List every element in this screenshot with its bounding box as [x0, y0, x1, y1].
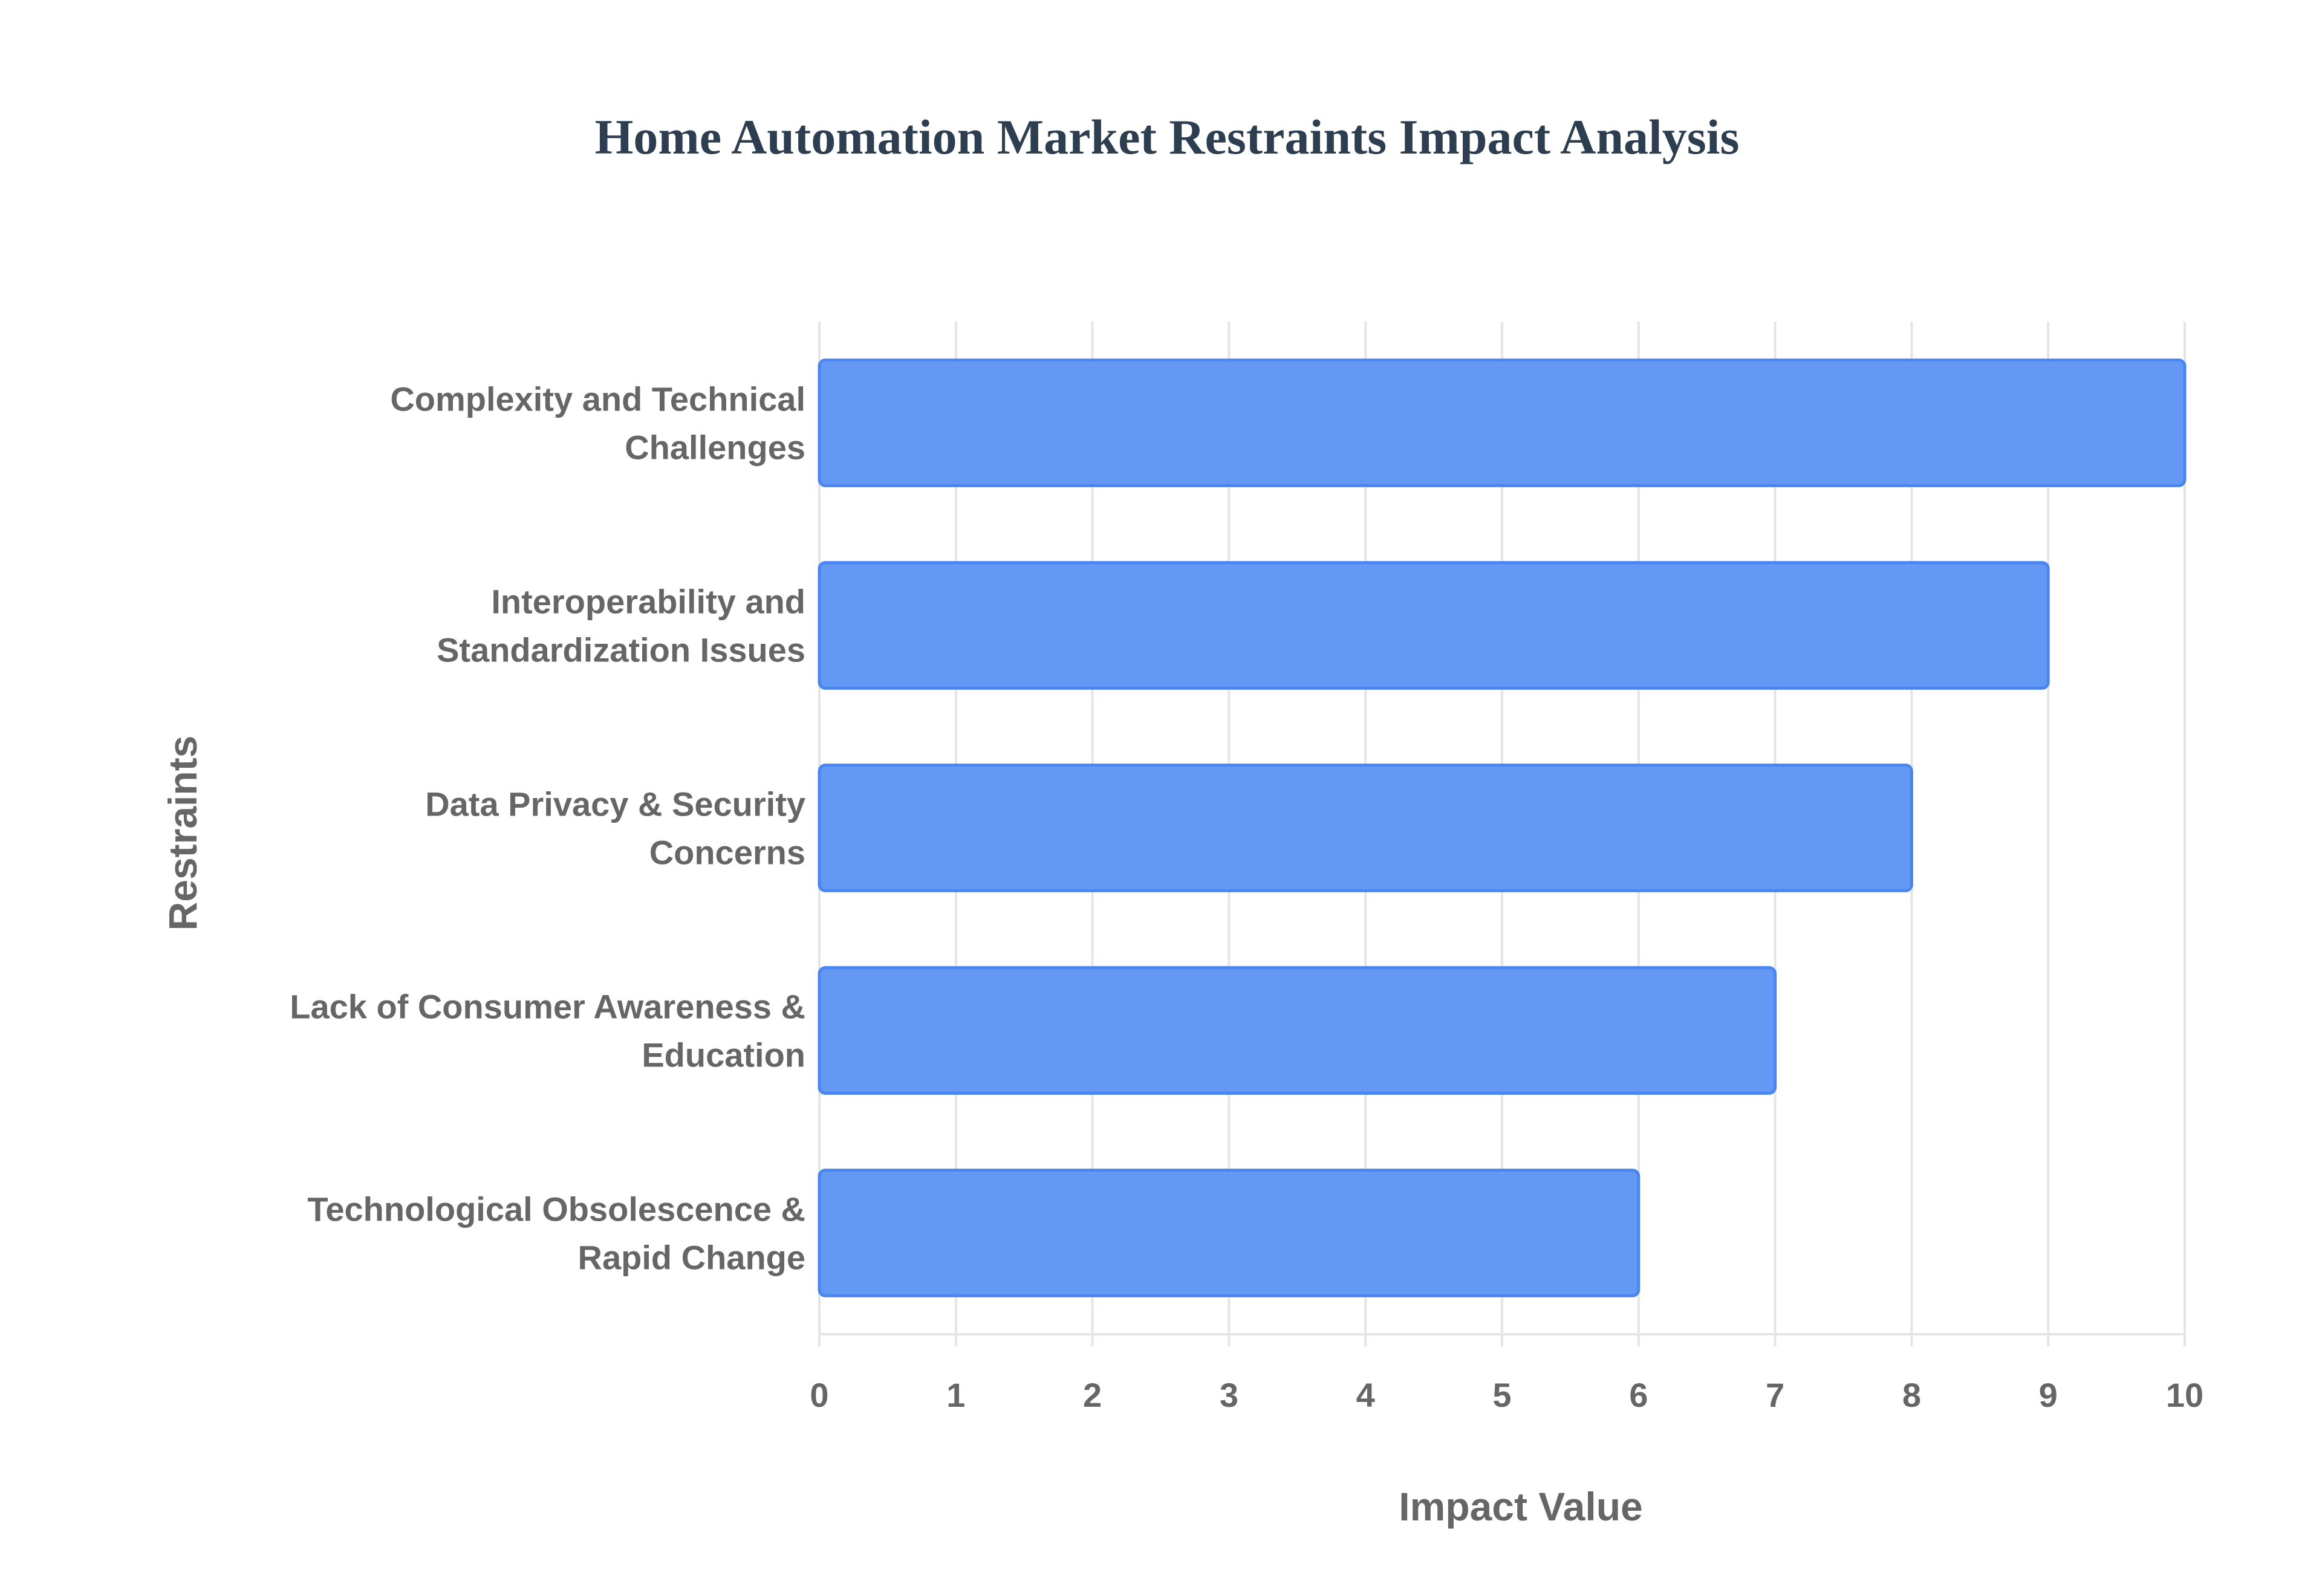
x-tick-label: 2	[1083, 1376, 1102, 1414]
category-label: Interoperability and	[491, 583, 805, 621]
x-tick-label: 5	[1492, 1376, 1511, 1414]
bar	[818, 764, 1913, 892]
x-tick-label: 8	[1902, 1376, 1921, 1414]
x-tick-label: 4	[1356, 1376, 1375, 1414]
category-label: Challenges	[625, 429, 805, 467]
chart-title: Home Automation Market Restraints Impact…	[594, 109, 1740, 164]
x-tick-label: 9	[2039, 1376, 2058, 1414]
x-tick-label: 3	[1220, 1376, 1238, 1414]
bar	[818, 358, 2187, 487]
y-axis-title: Restraints	[160, 736, 205, 931]
bar	[818, 966, 1777, 1095]
x-axis-title: Impact Value	[1399, 1484, 1643, 1529]
x-tick-label: 10	[2166, 1376, 2203, 1414]
x-tick-label: 7	[1766, 1376, 1784, 1414]
x-tick-label: 0	[810, 1376, 828, 1414]
category-label: Technological Obsolescence &	[307, 1190, 805, 1228]
bar	[818, 1169, 1641, 1297]
category-label: Complexity and Technical	[390, 380, 805, 418]
category-label: Concerns	[649, 834, 805, 872]
x-tick-label: 6	[1629, 1376, 1648, 1414]
category-label: Standardization Issues	[437, 631, 805, 669]
x-tick-label: 1	[946, 1376, 965, 1414]
category-label: Education	[642, 1036, 805, 1074]
category-label: Data Privacy & Security	[425, 785, 805, 823]
bar	[818, 561, 2050, 690]
category-label: Lack of Consumer Awareness &	[290, 988, 805, 1026]
category-label: Rapid Change	[578, 1239, 805, 1277]
